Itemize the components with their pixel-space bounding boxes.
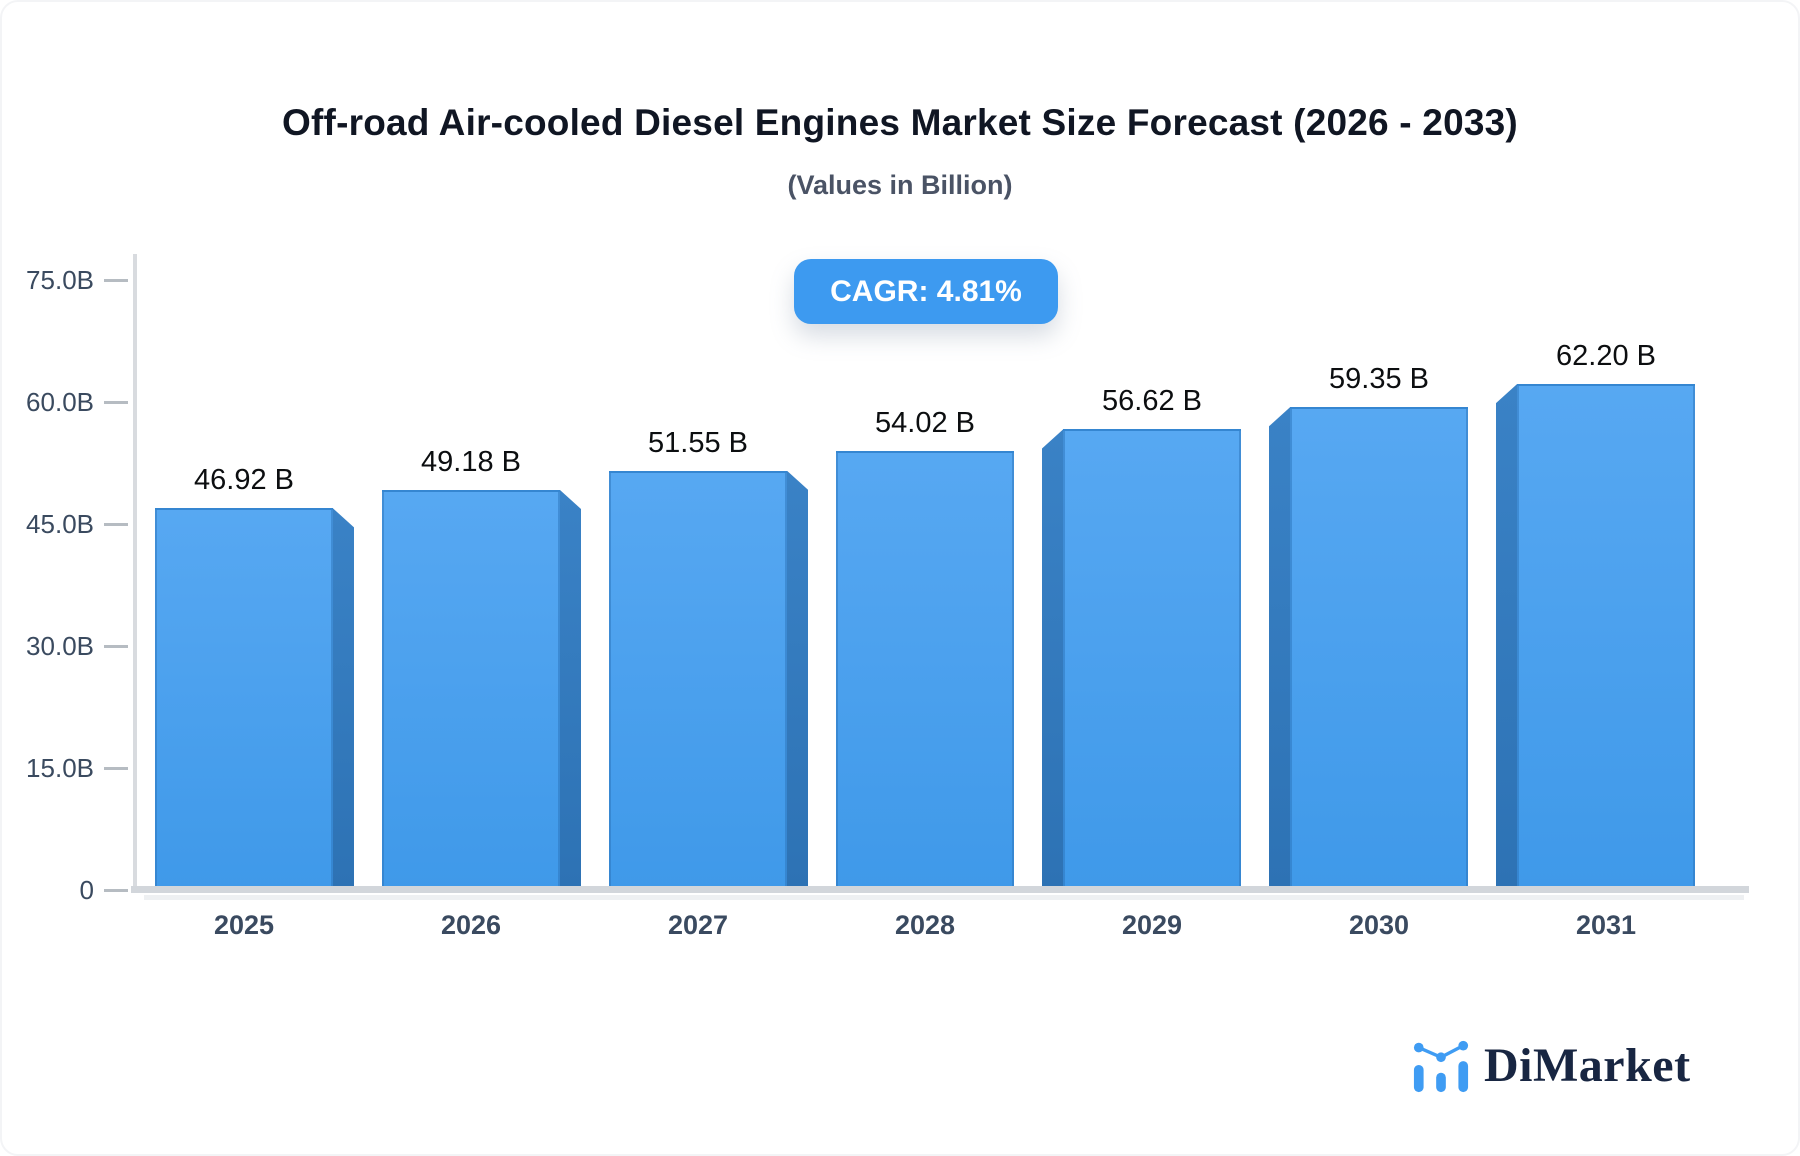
- y-axis-tick: [104, 644, 128, 648]
- y-axis-tick: [104, 888, 128, 892]
- bar-value-label: 46.92 B: [194, 464, 294, 497]
- y-axis-tick: [104, 400, 128, 404]
- x-axis-label-2027: 2027: [667, 910, 729, 940]
- bar-value-label: 62.20 B: [1556, 340, 1656, 373]
- bar-side-3d: [1042, 429, 1063, 890]
- bar-value-label: 49.18 B: [421, 446, 521, 478]
- x-axis-label-2031: 2031: [1575, 910, 1637, 940]
- bar-2030[interactable]: [1290, 407, 1468, 890]
- brand-chart-icon: [1412, 1036, 1470, 1094]
- bar-value-label: 56.62 B: [1102, 385, 1202, 418]
- bar-2028[interactable]: [836, 450, 1014, 890]
- y-axis-tick-label: 30.0B: [26, 631, 94, 661]
- y-axis-tick-label: 15.0B: [26, 753, 94, 783]
- bar-value-label: 59.35 B: [1329, 363, 1429, 396]
- bar-side-3d: [333, 508, 354, 890]
- y-axis-line: [133, 254, 137, 893]
- bar-side-3d: [787, 470, 808, 890]
- bar-side-3d: [1496, 384, 1517, 890]
- chart-title: Off-road Air-cooled Diesel Engines Marke…: [282, 102, 1518, 143]
- bar-2025[interactable]: [155, 508, 333, 890]
- y-axis-tick-label: 0: [79, 875, 94, 905]
- chart-subtitle: (Values in Billion): [787, 170, 1013, 200]
- brand-logo[interactable]: DiMarket: [1412, 1036, 1691, 1094]
- y-axis-tick: [104, 766, 128, 770]
- brand-name: DiMarket: [1484, 1038, 1691, 1092]
- bar-2027[interactable]: [609, 470, 787, 890]
- y-axis-tick-label: 45.0B: [26, 509, 94, 539]
- y-axis-tick: [104, 278, 128, 282]
- x-axis-line-shadow: [144, 895, 1744, 900]
- bar-value-label: 51.55 B: [648, 426, 748, 459]
- y-axis-tick-label: 75.0B: [26, 265, 94, 295]
- cagr-badge: CAGR: 4.81%: [794, 259, 1058, 324]
- cagr-badge-label: CAGR: 4.81%: [830, 274, 1022, 308]
- y-axis-tick-label: 60.0B: [26, 387, 94, 417]
- x-axis-label-2029: 2029: [1121, 910, 1183, 940]
- bar-value-label: 54.02 B: [875, 406, 975, 439]
- y-axis-tick: [104, 522, 128, 526]
- bar-side-3d: [560, 490, 581, 890]
- bar-side-3d: [1269, 407, 1290, 890]
- bar-2031[interactable]: [1517, 384, 1695, 890]
- x-axis-line: [131, 886, 1749, 893]
- bar-2026[interactable]: [382, 490, 560, 890]
- bar-2029[interactable]: [1063, 429, 1241, 890]
- x-axis-label-2028: 2028: [894, 910, 956, 940]
- x-axis-label-2025: 2025: [213, 910, 275, 940]
- x-axis-label-2026: 2026: [440, 910, 502, 940]
- x-axis-label-2030: 2030: [1348, 910, 1410, 940]
